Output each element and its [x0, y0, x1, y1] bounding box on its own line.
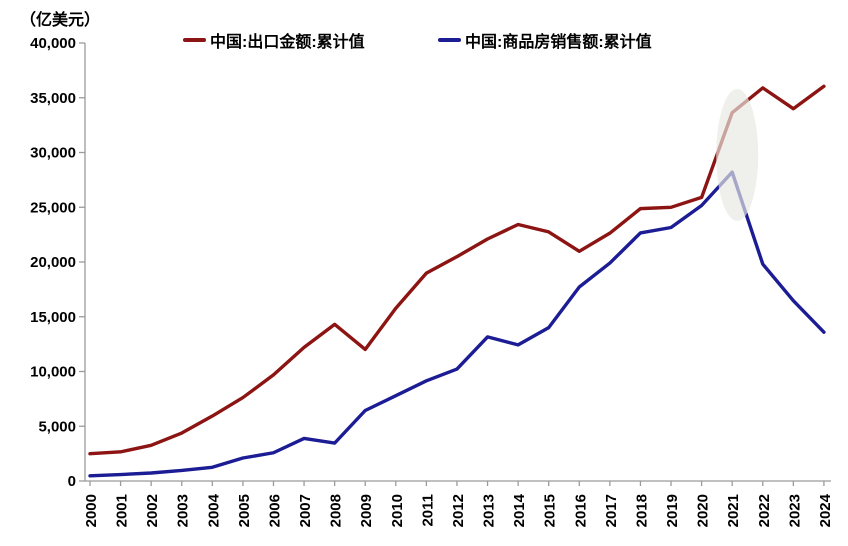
y-axis-tick-label: 0: [68, 473, 76, 490]
x-axis-tick-label: 2002: [144, 494, 161, 527]
x-axis-tick-label: 2000: [83, 494, 100, 527]
x-axis-tick-label: 2003: [175, 494, 192, 527]
legend-item-export: 中国:出口金额:累计值: [183, 28, 365, 52]
x-axis-tick-label: 2012: [450, 494, 467, 527]
x-axis-tick-label: 2001: [114, 494, 131, 527]
y-axis-tick-label: 15,000: [30, 309, 76, 326]
export-value-line: [88, 84, 826, 456]
legend-label-housing: 中国:商品房销售额:累计值: [465, 34, 652, 51]
housing-sales-line: [88, 170, 826, 478]
x-axis-tick-label: 2017: [603, 494, 620, 527]
legend-item-housing: 中国:商品房销售额:累计值: [438, 28, 652, 52]
highlight-ellipse: [716, 89, 759, 221]
y-axis-tick-label: 10,000: [30, 364, 76, 381]
x-axis-tick-label: 2013: [481, 494, 498, 527]
x-axis-tick-label: 2004: [205, 493, 222, 527]
x-axis-tick-label: 2015: [542, 494, 559, 527]
legend-marker-housing-line: [438, 38, 461, 42]
y-axis-tick-label: 25,000: [30, 199, 76, 216]
x-axis-tick-label: 2010: [389, 494, 406, 527]
x-axis-tick-label: 2005: [236, 494, 253, 527]
x-axis-tick-label: 2022: [756, 494, 773, 527]
x-axis-tick-label: 2024: [817, 493, 834, 527]
y-axis-tick-label: 20,000: [30, 254, 76, 271]
x-axis-tick-label: 2020: [695, 494, 712, 527]
y-axis-unit-label: （亿美元）: [20, 12, 101, 29]
y-axis-tick-label: 30,000: [30, 145, 76, 162]
legend-marker-export-line: [183, 38, 206, 42]
legend-label-export: 中国:出口金额:累计值: [210, 34, 365, 51]
x-axis-tick-label: 2007: [297, 494, 314, 527]
x-axis-tick-label: 2014: [511, 493, 528, 527]
x-axis-tick-label: 2008: [328, 494, 345, 527]
y-axis-tick-label: 5,000: [38, 418, 76, 435]
x-axis-tick-label: 2009: [358, 494, 375, 527]
y-axis-tick-label: 35,000: [30, 90, 76, 107]
x-axis-tick-label: 2018: [633, 494, 650, 527]
x-axis-tick-label: 2016: [572, 494, 589, 527]
x-axis-tick-label: 2023: [786, 494, 803, 527]
x-axis-tick-label: 2021: [725, 494, 742, 527]
x-axis-tick-label: 2019: [664, 494, 681, 527]
x-axis-tick-label: 2011: [419, 494, 436, 527]
y-axis-tick-label: 40,000: [30, 35, 76, 52]
x-axis-tick-label: 2006: [266, 494, 283, 527]
